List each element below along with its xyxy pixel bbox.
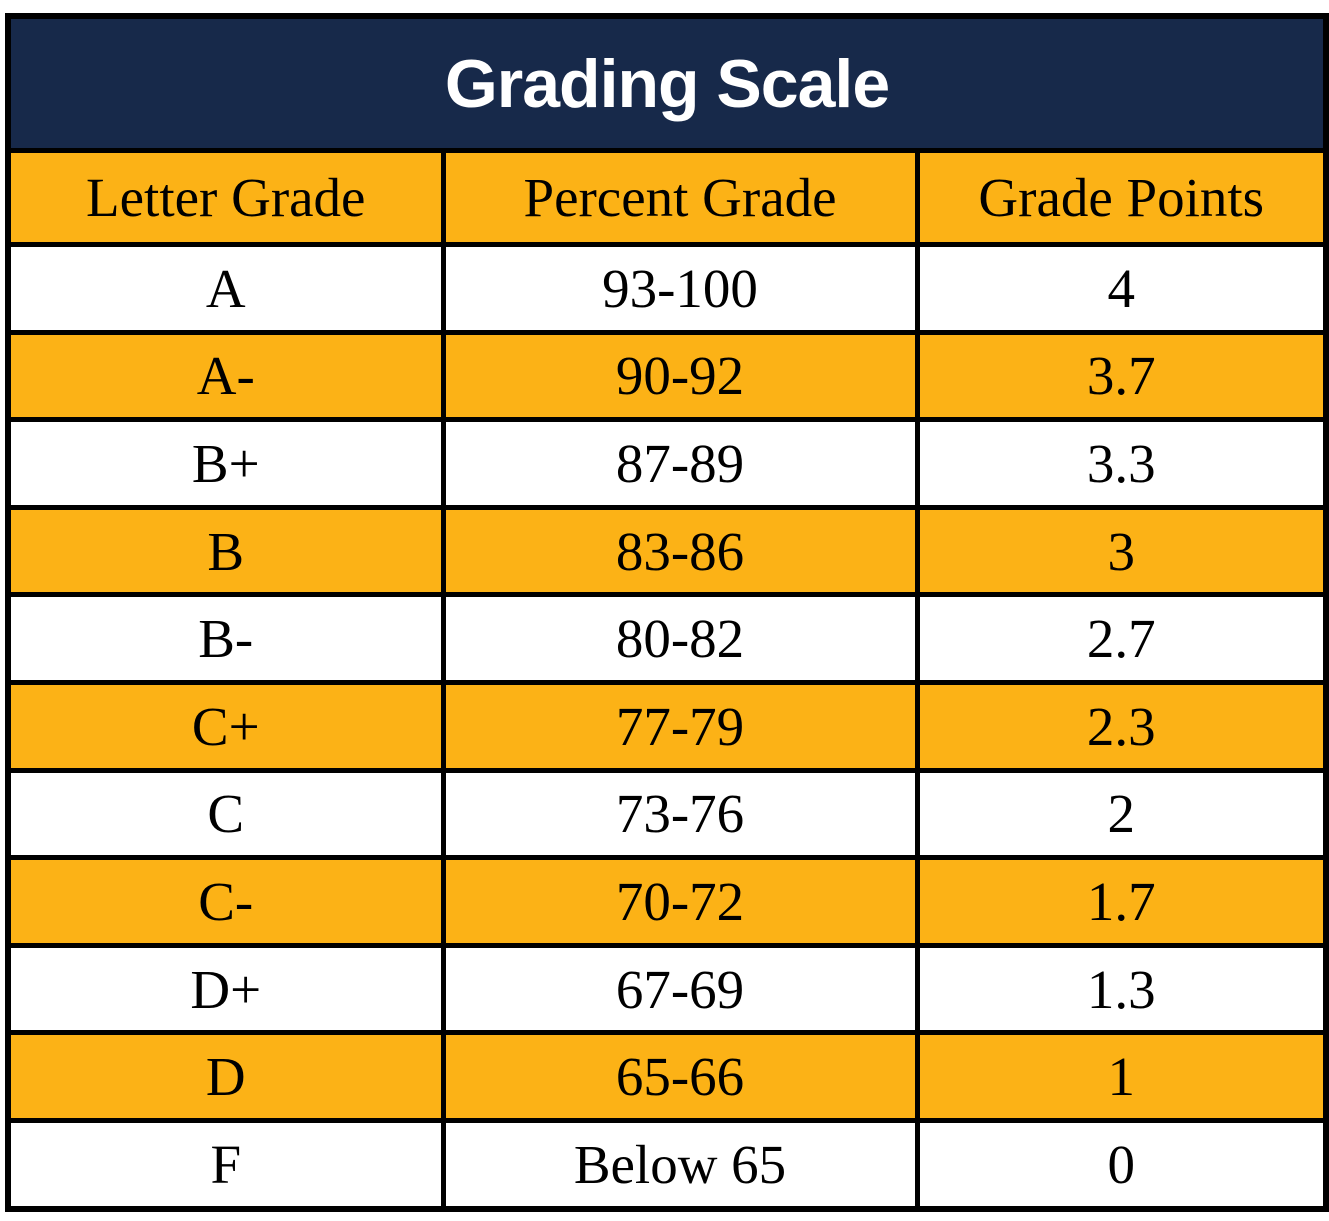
grade-points-value: 2 [914, 767, 1329, 861]
column-header-percent-grade: Percent Grade [440, 148, 920, 247]
percent-grade-value: 65-66 [440, 1030, 920, 1124]
grade-points-value: 3.3 [914, 417, 1329, 510]
table-title-row: Grading Scale [5, 13, 1329, 153]
table-row-b: B 83-86 3 [5, 504, 1329, 598]
grade-points-value: 1 [914, 1030, 1329, 1124]
table-row-c-minus: C- 70-72 1.7 [5, 855, 1329, 948]
grade-points-value: 1.7 [914, 855, 1329, 948]
percent-grade-value: 93-100 [440, 242, 920, 335]
table-row-d-plus: D+ 67-69 1.3 [5, 942, 1329, 1036]
table-row-b-plus: B+ 87-89 3.3 [5, 417, 1329, 510]
table-row-b-minus: B- 80-82 2.7 [5, 592, 1329, 686]
page-title: Grading Scale [5, 13, 1329, 153]
percent-grade-value: 87-89 [440, 417, 920, 510]
column-header-letter-grade: Letter Grade [5, 148, 446, 247]
percent-grade-value: 77-79 [440, 680, 920, 773]
letter-grade-value: B- [5, 592, 446, 686]
grade-points-value: 4 [914, 242, 1329, 335]
letter-grade-value: B [5, 504, 446, 598]
table-header-row: Letter Grade Percent Grade Grade Points [5, 148, 1329, 247]
grade-points-value: 3 [914, 504, 1329, 598]
grade-points-value: 2.7 [914, 592, 1329, 686]
table-row-a: A 93-100 4 [5, 242, 1329, 335]
grade-points-value: 3.7 [914, 329, 1329, 423]
letter-grade-value: C [5, 767, 446, 861]
table-row-f: F Below 65 0 [5, 1118, 1329, 1212]
grade-points-value: 0 [914, 1118, 1329, 1212]
letter-grade-value: A [5, 242, 446, 335]
percent-grade-value: Below 65 [440, 1118, 920, 1212]
grade-points-value: 1.3 [914, 942, 1329, 1036]
percent-grade-value: 90-92 [440, 329, 920, 423]
letter-grade-value: B+ [5, 417, 446, 510]
column-header-grade-points: Grade Points [914, 148, 1329, 247]
table-row-a-minus: A- 90-92 3.7 [5, 329, 1329, 423]
grading-scale-table: Grading Scale Letter Grade Percent Grade… [5, 13, 1329, 1212]
letter-grade-value: A- [5, 329, 446, 423]
percent-grade-value: 70-72 [440, 855, 920, 948]
letter-grade-value: C- [5, 855, 446, 948]
letter-grade-value: C+ [5, 680, 446, 773]
table-row-c-plus: C+ 77-79 2.3 [5, 680, 1329, 773]
letter-grade-value: F [5, 1118, 446, 1212]
percent-grade-value: 80-82 [440, 592, 920, 686]
percent-grade-value: 73-76 [440, 767, 920, 861]
letter-grade-value: D+ [5, 942, 446, 1036]
percent-grade-value: 83-86 [440, 504, 920, 598]
table-row-c: C 73-76 2 [5, 767, 1329, 861]
grade-points-value: 2.3 [914, 680, 1329, 773]
percent-grade-value: 67-69 [440, 942, 920, 1036]
letter-grade-value: D [5, 1030, 446, 1124]
table-row-d: D 65-66 1 [5, 1030, 1329, 1124]
